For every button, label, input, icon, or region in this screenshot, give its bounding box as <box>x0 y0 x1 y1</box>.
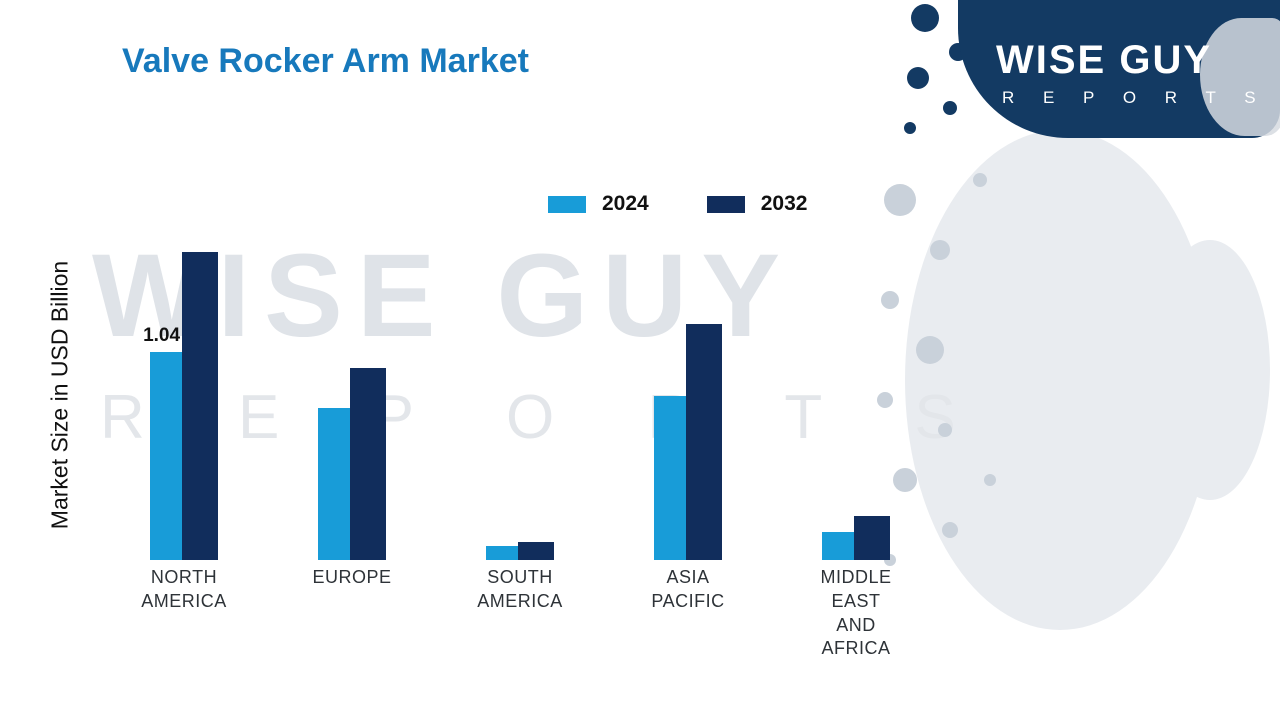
legend-swatch <box>706 195 745 213</box>
plot-area: 1.04 <box>100 240 940 560</box>
y-axis-label-wrap: Market Size in USD Billion <box>40 225 80 565</box>
bar-group-1 <box>268 240 436 560</box>
legend-label: 2032 <box>760 192 808 215</box>
logo-block: WISE GUY R E P O R T S <box>958 0 1280 138</box>
bar-value-label: 1.04 <box>143 325 181 346</box>
logo-face-profile-icon <box>1200 18 1280 136</box>
bar-2024-cat1 <box>318 408 350 560</box>
logo-subtitle: R E P O R T S <box>1002 88 1268 107</box>
legend-item-2032: 2032 <box>706 192 808 216</box>
chart-legend: 2024 2032 <box>548 192 807 216</box>
bar-2032-cat0 <box>182 252 218 560</box>
page-title: Valve Rocker Arm Market <box>122 42 529 80</box>
y-axis-label: Market Size in USD Billion <box>46 260 73 530</box>
category-label-4: MIDDLE EAST AND AFRICA <box>820 567 892 659</box>
bar-group-0: 1.04 <box>100 240 268 560</box>
bar-2024-cat0: 1.04 <box>143 325 182 560</box>
category-label-2: SOUTH AMERICA <box>477 567 563 611</box>
watermark-face-blob-2 <box>1150 240 1270 500</box>
bar-group-2 <box>436 240 604 560</box>
legend-item-2024: 2024 <box>548 192 649 216</box>
category-label-1: EUROPE <box>312 567 392 587</box>
legend-swatch <box>548 195 586 213</box>
bar-2032-cat1 <box>350 368 386 560</box>
bar-group-3 <box>604 240 772 560</box>
bar-2032-cat3 <box>686 324 722 560</box>
bar-2032-cat4 <box>854 516 890 560</box>
bar-group-4 <box>772 240 940 560</box>
watermark-text-line2: R E P O R T S <box>100 383 994 452</box>
bars-row: 1.04 <box>100 240 940 560</box>
bar-2024-cat3 <box>654 396 686 560</box>
logo-wordmark: WISE GUY <box>996 38 1213 82</box>
bar-2024-cat4 <box>822 532 854 560</box>
category-label-0: NORTH AMERICA <box>141 567 227 611</box>
labels-row: NORTH AMERICA EUROPE SOUTH AMERICA ASIA PAC… <box>100 566 940 661</box>
bar-2032-cat2 <box>518 542 554 560</box>
legend-label: 2024 <box>602 192 649 215</box>
category-label-3: ASIA PACIFIC <box>651 567 725 611</box>
bar-2024-cat2 <box>486 546 518 560</box>
